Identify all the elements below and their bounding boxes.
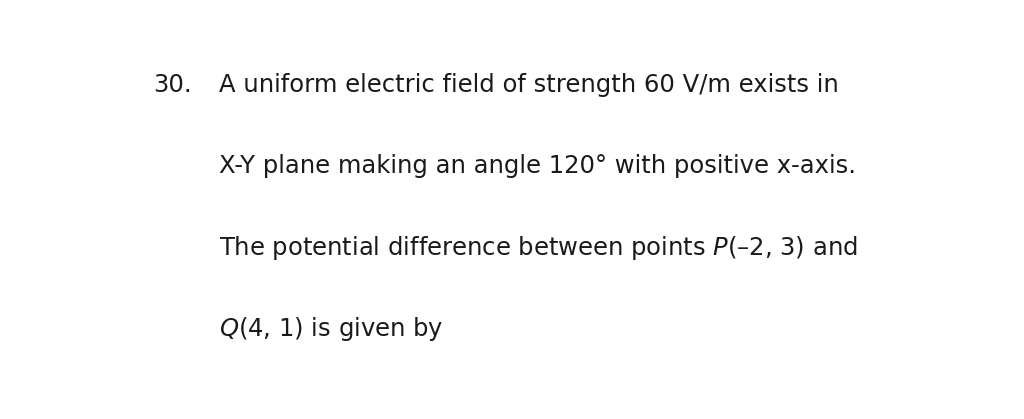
Text: X-Y plane making an angle 120° with positive x-axis.: X-Y plane making an angle 120° with posi…: [219, 153, 856, 178]
Text: $Q$(4, 1) is given by: $Q$(4, 1) is given by: [219, 315, 443, 343]
Text: The potential difference between points $P$(–2, 3) and: The potential difference between points …: [219, 234, 858, 262]
Text: A uniform electric field of strength 60 V/m exists in: A uniform electric field of strength 60 …: [219, 73, 839, 97]
Text: 30.: 30.: [154, 73, 193, 97]
